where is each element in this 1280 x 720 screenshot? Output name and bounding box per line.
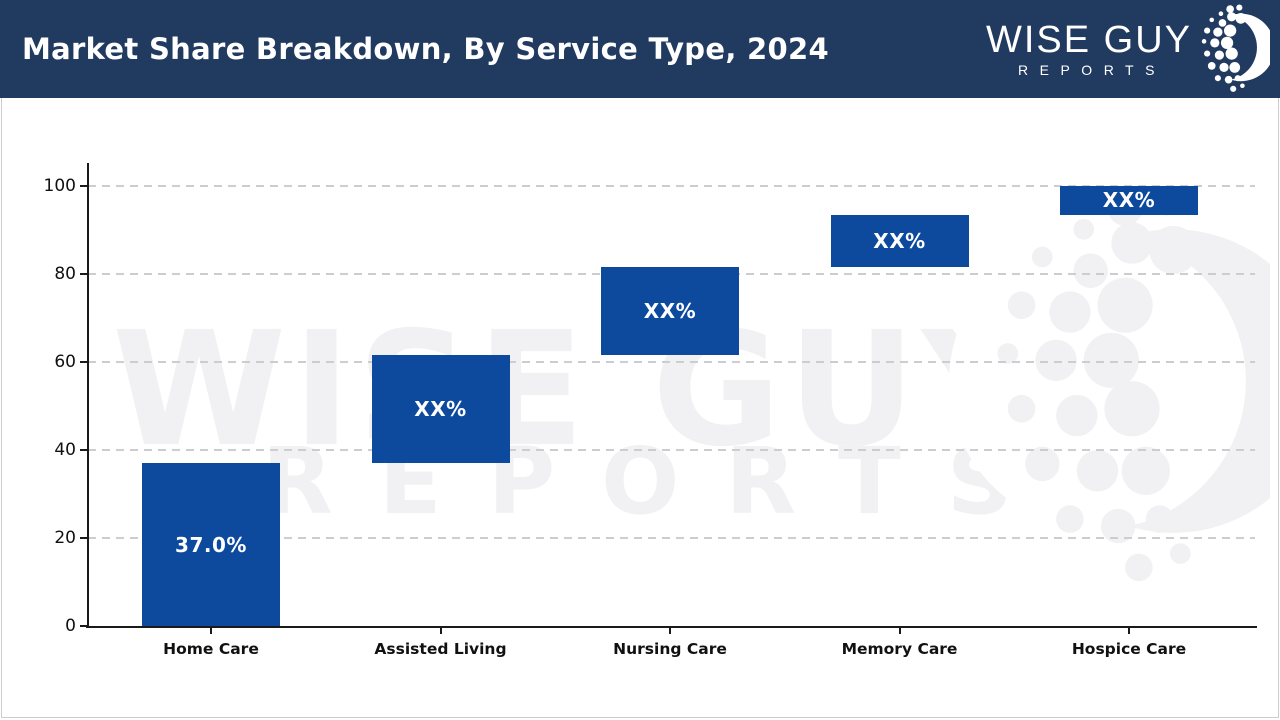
bar-value-label: XX% [873,228,926,253]
y-tick-label-20: 20 [54,528,76,548]
x-tick-2 [439,626,442,634]
x-category-label: Hospice Care [1071,640,1187,658]
logo-wordmark: WISE GUY [985,19,1192,61]
bar-value-label: XX% [1102,188,1156,213]
y-tick-label-40: 40 [54,440,76,460]
x-tick-4 [898,626,901,634]
bar-home-care: 37.0% [142,463,280,626]
gridline-40 [88,449,1255,451]
bar-memory-care: XX% [830,214,969,268]
bar-hospice-care: XX% [1060,186,1198,215]
dotted-head-logo-icon [1191,4,1270,92]
watermark-wordmark: WISE GUY [112,298,1043,482]
waterfall-chart: WISE GUY REPORTS 0 20 40 60 80 100 37.0% Home C… [0,98,1280,720]
header-bar: Market Share Breakdown, By Service Type,… [0,0,1280,98]
gridline-20 [88,537,1255,539]
logo-subtitle: REPORTS [1018,62,1166,78]
y-tick-60 [80,361,87,363]
y-tick-label-0: 0 [65,616,76,636]
y-axis-line [87,163,89,626]
x-axis-line [86,626,1257,628]
gridline-100 [88,185,1255,187]
y-tick-label-80: 80 [54,264,76,284]
bar-value-label: 37.0% [175,532,247,557]
x-tick-3 [669,626,671,634]
y-tick-80 [80,273,87,275]
frame-hairline-right [1278,98,1279,718]
bar-value-label: XX% [643,299,697,324]
y-tick-label-100: 100 [43,176,76,196]
x-tick-5 [1128,626,1130,634]
y-tick-40 [80,449,87,451]
x-category-label: Assisted Living [374,640,507,658]
gridline-60 [88,361,1255,363]
watermark-head-icon [949,187,1270,582]
wise-guy-reports-logo: WISE GUY REPORTS [986,4,1270,94]
y-tick-20 [80,537,87,539]
x-category-label: Nursing Care [613,640,727,658]
bar-assisted-living: XX% [371,355,510,464]
y-tick-0 [80,625,87,627]
y-tick-label-60: 60 [54,352,76,372]
frame-hairline-left [1,98,2,718]
logo-text: WISE GUY REPORTS [986,21,1192,77]
x-tick-1 [210,626,212,634]
x-category-label: Memory Care [841,640,958,658]
y-tick-100 [80,185,87,187]
chart-title: Market Share Breakdown, By Service Type,… [22,32,829,66]
x-category-label: Home Care [163,640,259,658]
frame-hairline-bottom [1,717,1279,718]
bar-nursing-care: XX% [601,267,739,356]
bar-value-label: XX% [414,397,467,422]
